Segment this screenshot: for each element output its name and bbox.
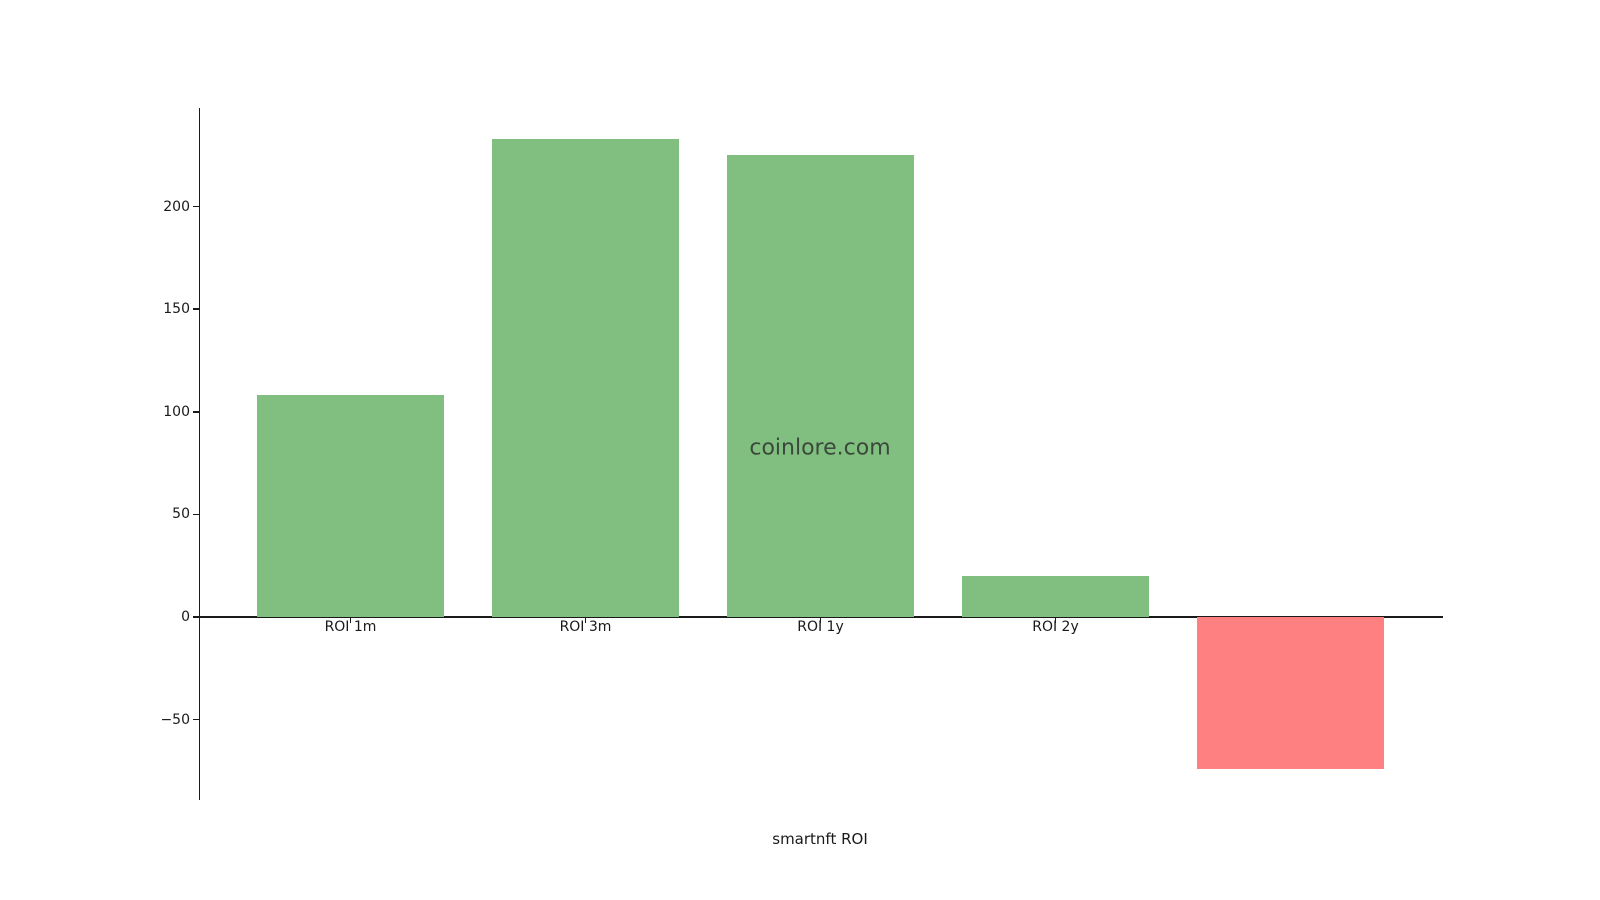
- x-tick-mark: [584, 617, 587, 623]
- y-axis-spine: [198, 108, 200, 800]
- x-axis-title: smartnft ROI: [772, 830, 868, 848]
- x-tick-label: ROI 1y: [797, 619, 844, 635]
- x-tick-label: ROI 1m: [324, 619, 377, 635]
- y-tick-label: 50: [172, 506, 190, 523]
- y-tick-mark: [192, 308, 199, 310]
- y-tick-label: −50: [160, 711, 190, 728]
- bar-roi-1y: [727, 155, 914, 617]
- y-tick-label: 100: [163, 403, 190, 420]
- bar-5: [1197, 617, 1384, 769]
- y-tick-mark: [192, 616, 199, 618]
- bar-roi-1m: [257, 395, 444, 617]
- y-tick-label: 150: [163, 301, 190, 318]
- x-tick-mark: [1054, 617, 1057, 623]
- x-axis-spine: [200, 616, 1443, 618]
- y-tick-label: 200: [163, 198, 190, 215]
- y-tick-label: 0: [181, 609, 190, 625]
- x-tick-label: ROI 3m: [559, 619, 612, 635]
- x-tick-mark: [819, 617, 822, 623]
- y-tick-mark: [192, 513, 199, 516]
- bar-roi-3m: [492, 138, 679, 617]
- bar-roi-2y: [962, 575, 1149, 617]
- x-tick-label: ROI 2y: [1032, 619, 1079, 635]
- y-tick-mark: [192, 411, 199, 413]
- watermark: coinlore.com: [749, 435, 891, 461]
- x-tick-mark: [349, 617, 352, 623]
- y-tick-mark: [192, 205, 199, 208]
- y-tick-mark: [192, 718, 199, 721]
